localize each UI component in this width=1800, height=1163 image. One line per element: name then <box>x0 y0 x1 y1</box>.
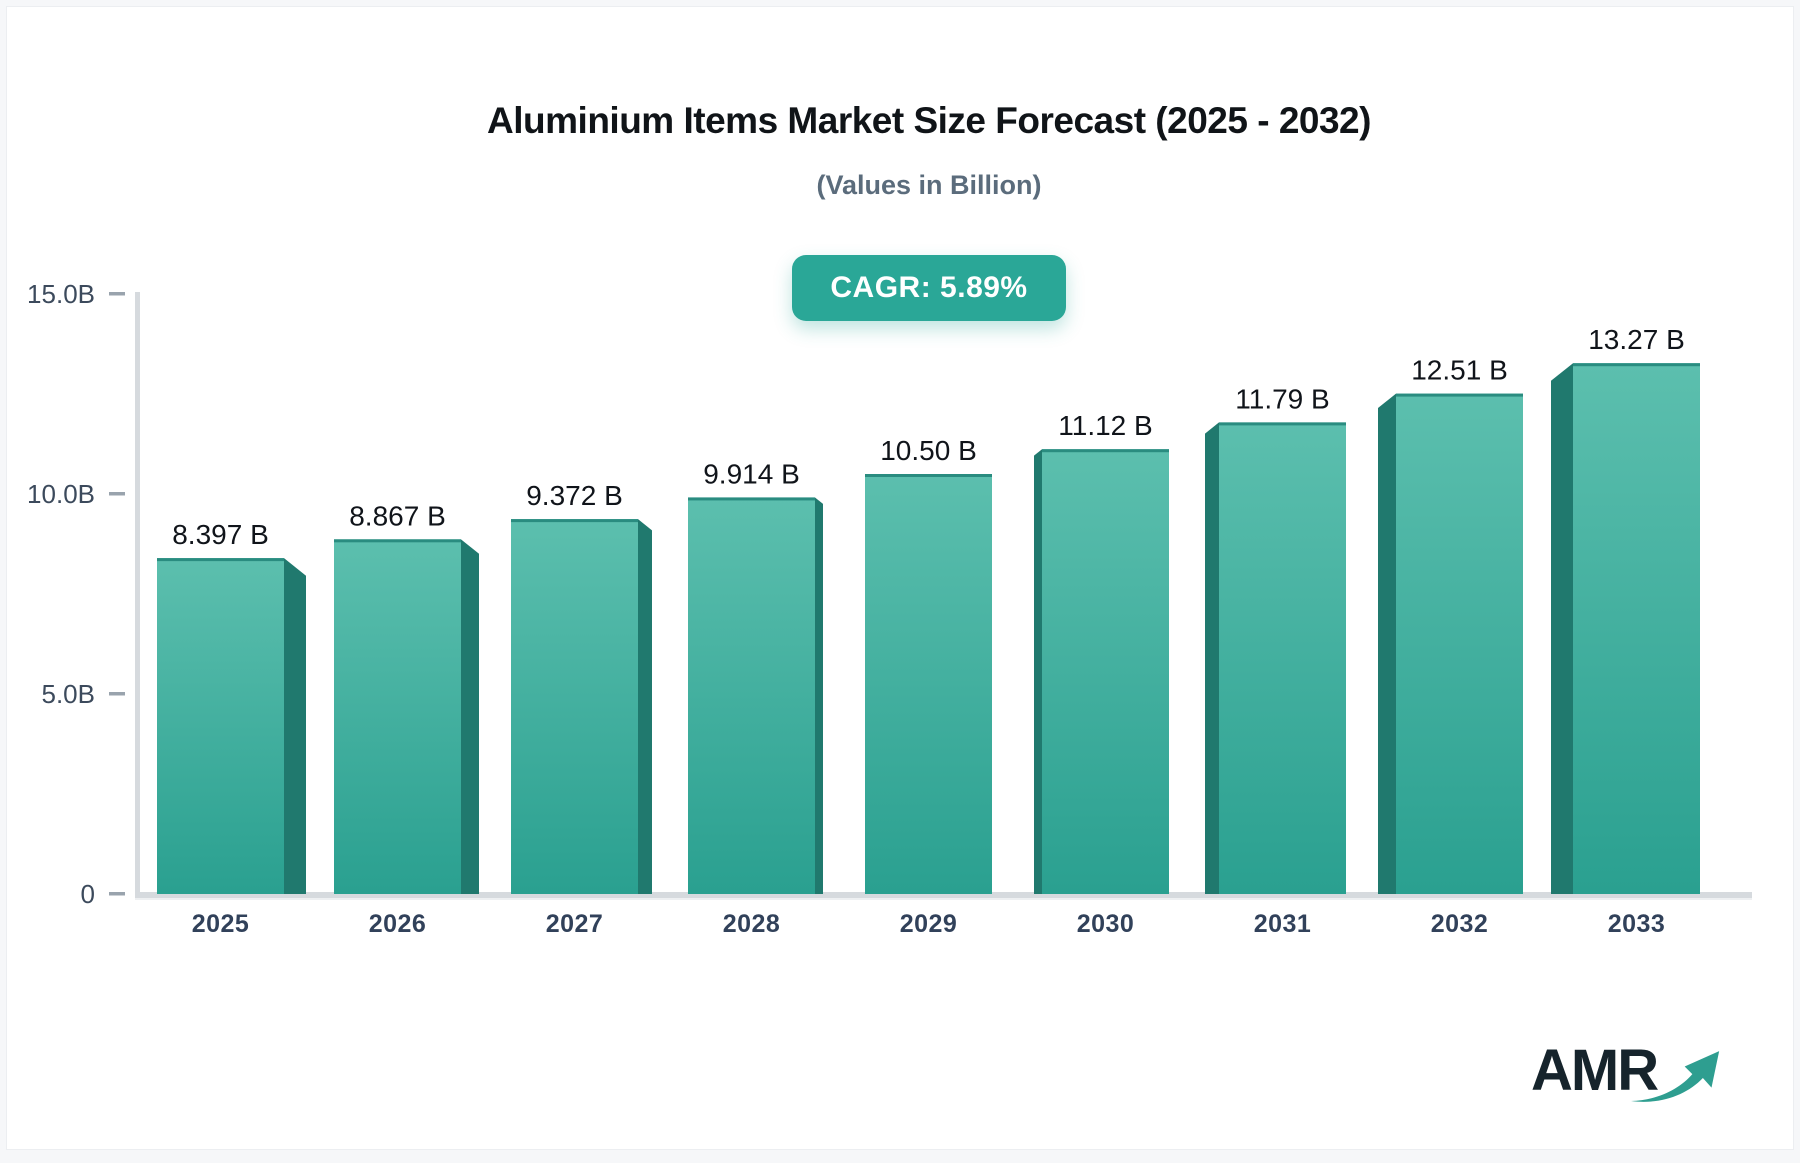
y-tick-label: 10.0B <box>27 479 95 509</box>
chart-title: Aluminium Items Market Size Forecast (20… <box>487 100 1371 141</box>
bar-side-face <box>284 558 306 894</box>
bar-2025 <box>157 558 284 894</box>
bar-side-face <box>461 539 479 894</box>
x-axis-label: 2032 <box>1431 910 1489 938</box>
bar-value-label: 10.50 B <box>880 435 977 466</box>
bar-top-edge <box>1219 422 1346 426</box>
bar-2028 <box>688 497 815 894</box>
x-axis-label: 2028 <box>723 910 781 938</box>
bar-value-label: 9.914 B <box>703 458 800 489</box>
bar-top-edge <box>688 497 815 501</box>
x-axis-line <box>135 892 1752 898</box>
chart-header: Aluminium Items Market Size Forecast (20… <box>29 99 1800 321</box>
bar-top-edge <box>511 519 638 523</box>
bar-value-label: 9.372 B <box>526 480 623 511</box>
bar-value-label: 8.867 B <box>349 500 446 531</box>
y-tick-dash <box>109 892 125 896</box>
bar-value-label: 11.79 B <box>1235 383 1329 414</box>
bar-side-face <box>638 519 652 894</box>
y-tick-label: 0 <box>81 879 95 909</box>
bar-top-edge <box>865 474 992 477</box>
x-axis-label: 2030 <box>1077 910 1135 938</box>
y-tick-dash <box>109 292 125 296</box>
y-axis-line <box>135 292 140 897</box>
bar-top-edge <box>334 539 461 543</box>
y-tick-dash <box>109 492 125 496</box>
bar-value-label: 11.12 B <box>1058 410 1152 441</box>
bar-side-face <box>815 497 823 894</box>
x-axis-label: 2025 <box>192 910 250 938</box>
bar-2032 <box>1396 393 1523 894</box>
chart-card: Aluminium Items Market Size Forecast (20… <box>6 6 1794 1150</box>
x-axis-label: 2026 <box>369 910 427 938</box>
bar-side-face <box>1378 393 1396 894</box>
amr-logo-text: AMR <box>1531 1038 1659 1103</box>
cagr-badge: CAGR: 5.89% <box>792 255 1066 321</box>
y-tick-dash <box>109 692 125 696</box>
amr-logo: AMR <box>1531 1041 1723 1109</box>
bar-top-edge <box>1042 449 1169 453</box>
bar-side-face <box>1551 363 1573 894</box>
bar-top-edge <box>1573 363 1700 367</box>
bar-top-edge <box>157 558 284 562</box>
bar-value-label: 8.397 B <box>172 519 269 550</box>
bar-side-face <box>1034 449 1042 894</box>
bar-2027 <box>511 519 638 894</box>
bar-2033 <box>1573 363 1700 894</box>
y-tick-label: 15.0B <box>27 279 95 309</box>
x-axis-label: 2029 <box>900 910 958 938</box>
bar-2031 <box>1219 422 1346 894</box>
bar-value-label: 13.27 B <box>1588 324 1685 355</box>
bar-chart-canvas: 15.0B 10.0B 5.0B 0 8.397 B 2025 8.867 B 2026 9.3… <box>27 279 1752 938</box>
bar-2030 <box>1042 449 1169 894</box>
x-axis-label: 2033 <box>1608 910 1666 938</box>
bar-value-label: 12.51 B <box>1411 355 1508 386</box>
bar-side-face <box>1205 422 1219 894</box>
y-tick-label: 5.0B <box>42 679 96 709</box>
growth-arrow-icon <box>1631 1051 1720 1102</box>
x-axis-shadow <box>135 898 1752 900</box>
x-axis-label: 2027 <box>546 910 604 938</box>
chart-subtitle: (Values in Billion) <box>816 170 1042 200</box>
bar-top-edge <box>1396 393 1523 397</box>
x-axis-label: 2031 <box>1254 910 1312 938</box>
bar-2029 <box>865 474 992 894</box>
bar-2026 <box>334 539 461 894</box>
